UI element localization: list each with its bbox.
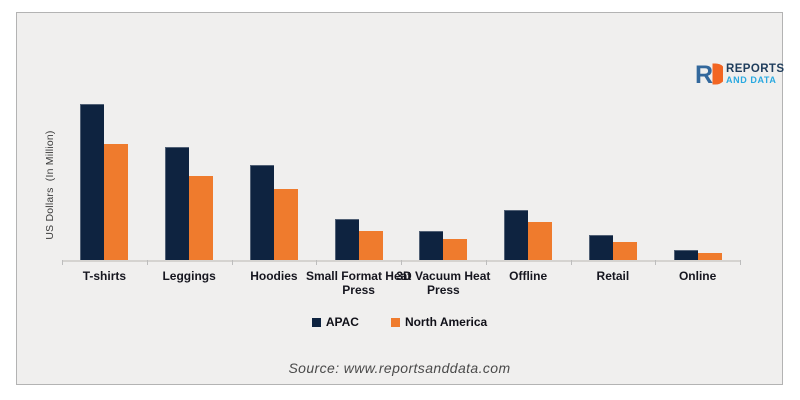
x-tick-label: Leggings xyxy=(162,269,216,283)
x-tick-label: Small Format Heat Press xyxy=(305,269,412,297)
axis-tick xyxy=(740,260,741,265)
axis-tick xyxy=(485,260,487,265)
bar-apac xyxy=(588,235,613,260)
legend-label: North America xyxy=(404,315,488,329)
x-tick-label: 3D Vacuum Heat Press xyxy=(396,269,491,297)
legend-swatch xyxy=(390,317,400,327)
legend-item: APAC xyxy=(311,315,359,329)
x-tick-label: Hoodies xyxy=(250,269,298,283)
logo-text: REPORTS AND DATA xyxy=(726,62,784,86)
x-tick-label: Retail xyxy=(596,269,630,283)
legend-swatch xyxy=(311,317,321,327)
logo-d-shape xyxy=(712,63,723,85)
axis-tick xyxy=(316,260,318,265)
logo-line1: REPORTS xyxy=(726,63,785,75)
bar-north-america xyxy=(443,239,468,260)
source-citation: Source: www.reportsanddata.com xyxy=(288,360,511,376)
bar-apac xyxy=(80,104,105,260)
bar-north-america xyxy=(273,189,298,260)
bar-apac xyxy=(334,219,359,260)
x-tick-label: Online xyxy=(678,269,717,283)
bar-north-america xyxy=(189,176,214,260)
logo-rd-icon: R xyxy=(696,62,723,86)
axis-tick xyxy=(655,260,657,265)
axis-tick xyxy=(146,260,148,265)
bar-north-america xyxy=(528,222,553,260)
logo-line2: AND DATA xyxy=(726,75,777,85)
plot-area xyxy=(62,60,741,265)
axis-tick xyxy=(231,260,233,265)
logo-r-glyph: R xyxy=(696,62,713,86)
axis-tick xyxy=(570,260,572,265)
reports-and-data-logo: R REPORTS AND DATA xyxy=(696,62,784,86)
bar-north-america xyxy=(104,144,129,260)
chart-panel: R REPORTS AND DATA US Dollars (In Millio… xyxy=(16,12,784,385)
x-tick-label: Offline xyxy=(509,269,548,283)
bar-north-america xyxy=(697,253,722,260)
y-axis-title: US Dollars (In Million) xyxy=(44,130,56,240)
legend-label: APAC xyxy=(325,315,359,329)
bar-apac xyxy=(165,147,190,260)
legend-item: North America xyxy=(390,315,488,329)
bar-north-america xyxy=(612,242,637,260)
axis-tick xyxy=(401,260,402,265)
bar-north-america xyxy=(358,231,383,260)
bar-apac xyxy=(419,231,444,260)
axis-tick xyxy=(62,260,63,265)
bar-apac xyxy=(504,210,529,260)
bar-apac xyxy=(673,250,698,260)
x-tick-label: T-shirts xyxy=(82,269,127,283)
x-axis-labels: T-shirts Leggings Hoodies Small Format Heat… xyxy=(62,269,740,305)
legend: APAC North America xyxy=(17,315,782,329)
bar-apac xyxy=(249,165,274,260)
